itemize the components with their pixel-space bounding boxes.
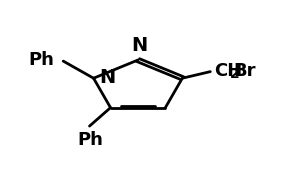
Text: Ph: Ph [28,51,54,69]
Text: 2: 2 [230,67,239,81]
Text: Ph: Ph [78,131,104,149]
Text: Br: Br [233,62,256,80]
Text: N: N [99,68,116,87]
Text: N: N [131,36,147,55]
Text: CH: CH [214,62,242,80]
